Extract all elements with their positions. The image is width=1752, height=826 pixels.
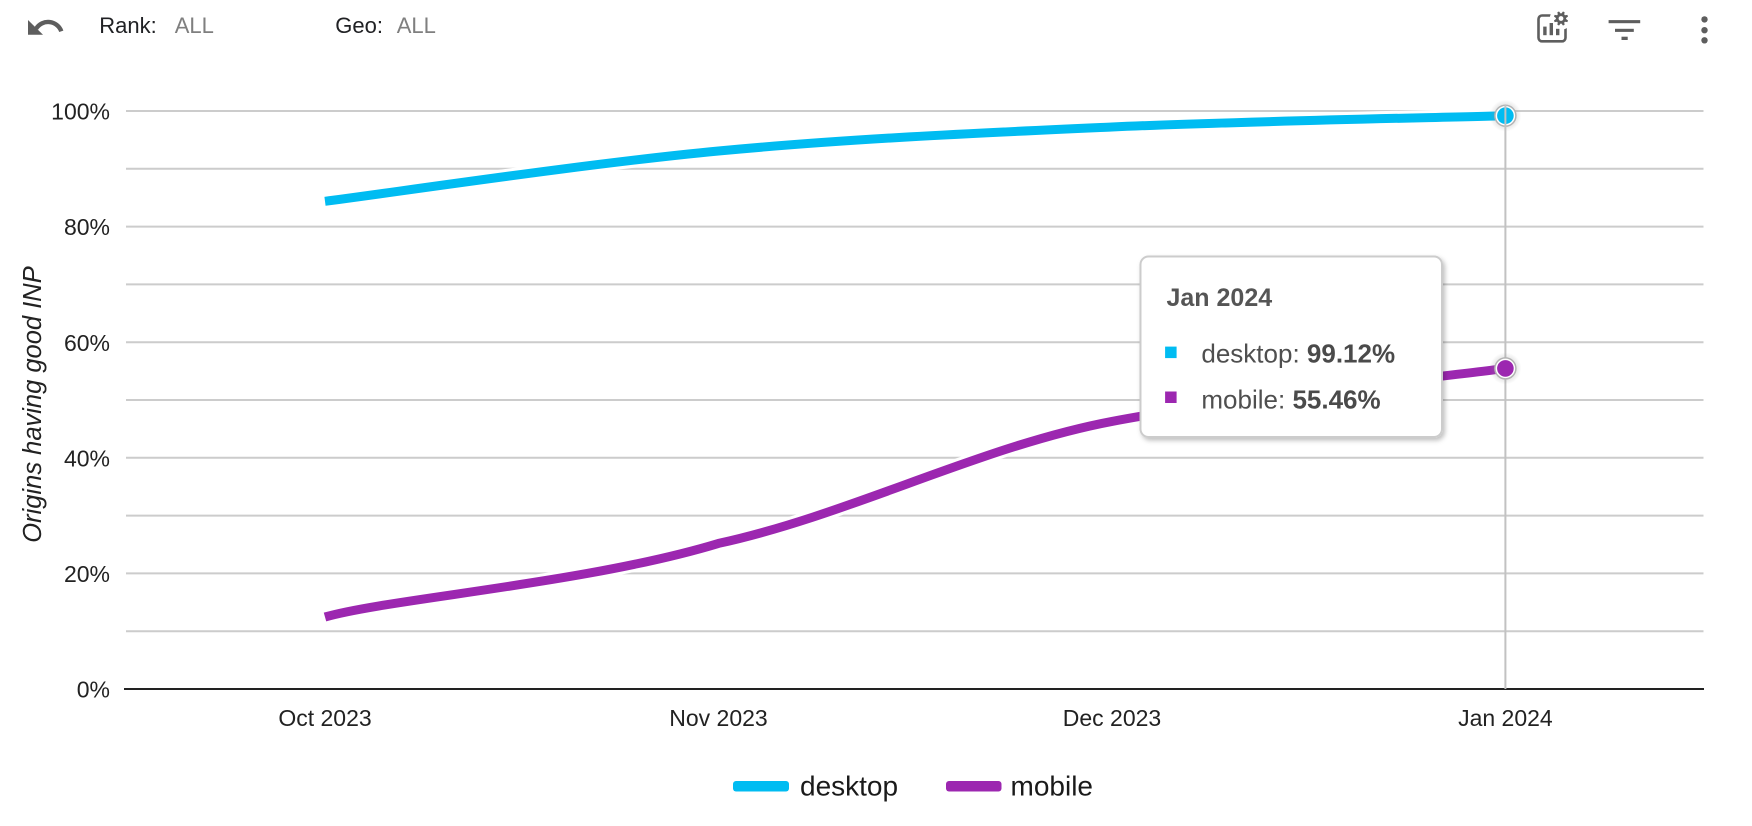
svg-text:40%: 40% — [64, 445, 110, 471]
svg-text:0%: 0% — [77, 677, 110, 703]
svg-text:60%: 60% — [64, 330, 110, 356]
svg-text:Rank:: Rank: — [99, 13, 156, 38]
svg-text:Oct 2023: Oct 2023 — [278, 705, 371, 731]
svg-text:ALL: ALL — [397, 13, 436, 38]
svg-text:ALL: ALL — [175, 13, 214, 38]
svg-text:Jan 2024: Jan 2024 — [1167, 284, 1273, 312]
svg-text:100%: 100% — [51, 99, 110, 125]
svg-text:mobile: 55.46%: mobile: 55.46% — [1201, 385, 1380, 415]
svg-text:Dec 2023: Dec 2023 — [1063, 705, 1161, 731]
svg-text:Jan 2024: Jan 2024 — [1458, 705, 1553, 731]
svg-text:Origins having good INP: Origins having good INP — [19, 266, 47, 542]
svg-text:desktop: 99.12%: desktop: 99.12% — [1201, 338, 1395, 368]
svg-text:Geo:: Geo: — [335, 13, 383, 38]
svg-text:80%: 80% — [64, 214, 110, 240]
svg-text:mobile: mobile — [1011, 771, 1093, 802]
svg-text:desktop: desktop — [800, 771, 898, 802]
svg-text:Nov 2023: Nov 2023 — [669, 705, 767, 731]
svg-text:20%: 20% — [64, 561, 110, 587]
